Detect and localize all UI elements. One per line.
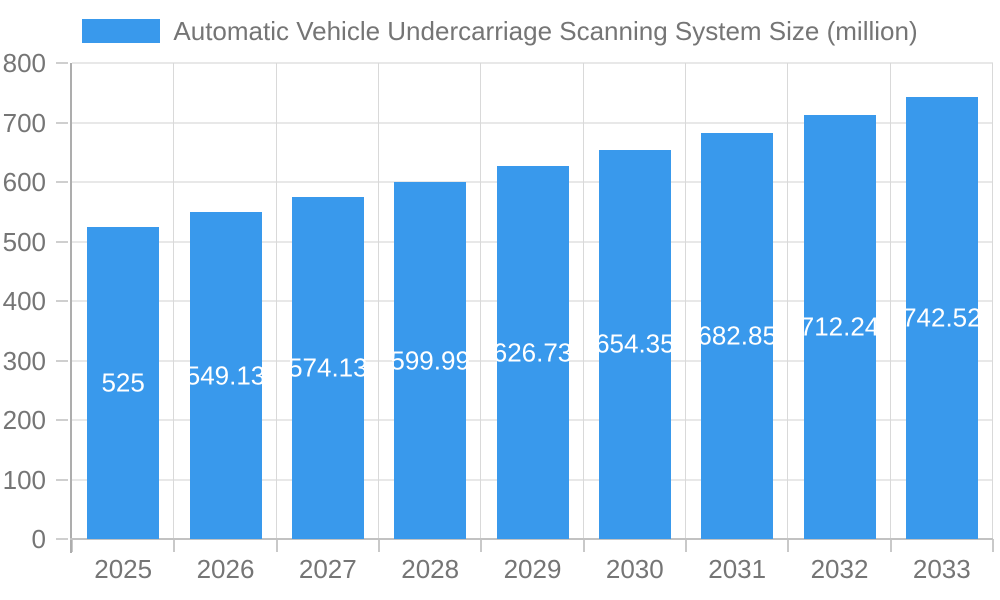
bar[interactable]	[394, 182, 467, 539]
x-axis-tick	[582, 539, 585, 552]
y-axis-tick	[56, 181, 68, 183]
y-tick-label: 300	[2, 345, 46, 376]
legend-label: Automatic Vehicle Undercarriage Scanning…	[173, 15, 918, 46]
y-axis-tick	[56, 121, 68, 124]
bar-value-label: 682.85	[697, 320, 777, 351]
x-tick-label: 2032	[810, 554, 869, 584]
x-axis-line	[70, 538, 993, 540]
bar[interactable]	[598, 149, 671, 539]
legend[interactable]: Automatic Vehicle Undercarriage Scanning…	[0, 14, 1000, 48]
x-tick-label: 2027	[298, 554, 357, 584]
x-tick-label: 2025	[94, 554, 153, 584]
x-axis-tick	[71, 539, 73, 552]
x-axis-tick	[378, 539, 380, 552]
bar[interactable]	[87, 226, 160, 539]
x-axis-tick	[685, 539, 687, 552]
x-axis-tick	[173, 539, 176, 552]
y-axis-tick	[56, 300, 68, 302]
h-gridline	[72, 62, 993, 64]
x-tick-label: 2028	[401, 554, 460, 584]
bar-value-label: 742.52	[902, 302, 982, 333]
x-axis-tick	[889, 539, 892, 552]
bar-value-label: 712.24	[799, 311, 880, 342]
h-gridline	[72, 121, 993, 124]
v-gridline	[582, 63, 584, 539]
x-axis-tick	[275, 539, 278, 552]
bar-value-label: 626.73	[492, 337, 573, 368]
y-tick-label: 700	[2, 107, 46, 138]
bar[interactable]	[905, 97, 978, 539]
bar-value-label: 654.35	[595, 328, 675, 359]
x-axis-tick	[992, 539, 994, 552]
bar[interactable]	[701, 132, 774, 539]
v-gridline	[685, 63, 686, 539]
v-gridline	[378, 63, 379, 539]
y-tick-label: 100	[2, 464, 46, 495]
y-axis-line	[70, 63, 72, 553]
bar[interactable]	[496, 166, 569, 539]
y-axis-tick	[56, 359, 68, 362]
y-axis-tick	[56, 419, 68, 421]
v-gridline	[480, 63, 482, 539]
x-tick-label: 2033	[912, 554, 971, 584]
v-gridline	[992, 63, 993, 539]
v-gridline	[889, 63, 891, 539]
y-tick-label: 500	[2, 226, 46, 257]
y-tick-label: 400	[2, 286, 46, 316]
bar-value-label: 525	[101, 367, 145, 398]
bar[interactable]	[803, 115, 876, 539]
legend-swatch	[82, 19, 161, 43]
y-axis-tick	[56, 62, 68, 64]
x-axis-tick	[480, 539, 483, 552]
v-gridline	[275, 63, 277, 539]
y-axis-tick	[56, 478, 68, 481]
x-tick-label: 2031	[708, 554, 767, 584]
v-gridline	[787, 63, 789, 539]
y-tick-label: 800	[2, 48, 46, 78]
y-axis-tick	[56, 240, 68, 243]
x-tick-label: 2026	[196, 554, 255, 584]
y-axis-tick	[56, 538, 68, 540]
bar-value-label: 599.99	[390, 345, 470, 375]
bar-value-label: 549.13	[185, 360, 266, 391]
x-tick-label: 2029	[503, 554, 562, 584]
bar[interactable]	[291, 197, 364, 539]
x-axis-tick	[787, 539, 790, 552]
y-tick-label: 0	[31, 524, 46, 554]
bar[interactable]	[189, 212, 262, 539]
x-tick-label: 2030	[605, 554, 664, 584]
y-tick-label: 600	[2, 167, 46, 197]
y-tick-label: 200	[2, 405, 46, 435]
v-gridline	[173, 63, 175, 539]
bar-value-label: 574.13	[288, 352, 368, 383]
